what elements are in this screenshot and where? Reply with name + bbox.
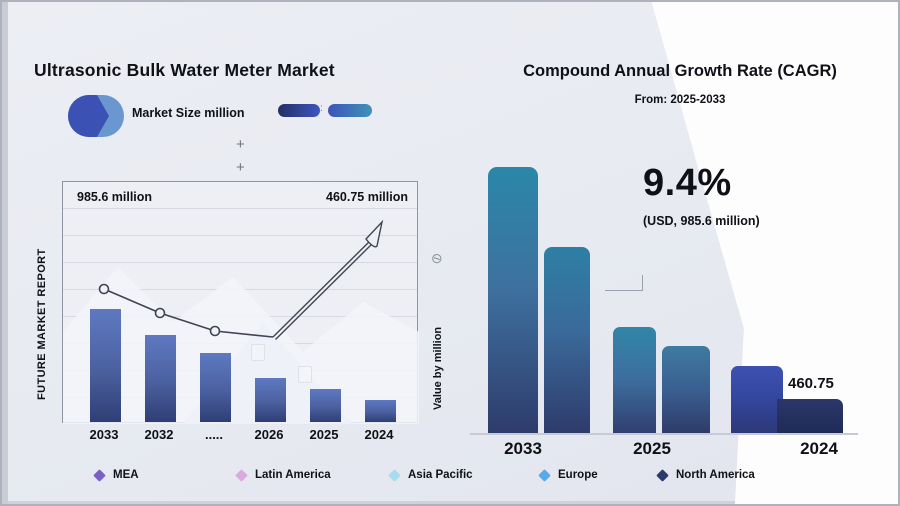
left-chart-panel: 985.6 million 460.75 million xyxy=(62,181,419,424)
legend-label: Latin America xyxy=(255,469,331,481)
annotation-2024-value: 460.75 xyxy=(788,375,834,392)
x-label: 2025 xyxy=(309,427,339,442)
watermark-doc-icon xyxy=(298,366,312,383)
legend-label: MEA xyxy=(113,469,139,481)
right-x-axis xyxy=(470,433,858,435)
legend-item-europe: Europe xyxy=(538,468,598,482)
x-label: 2032 xyxy=(144,427,174,442)
x-label: ..... xyxy=(204,427,224,442)
x-label: 2025 xyxy=(633,439,671,458)
bar xyxy=(90,309,121,422)
x-label: 2024 xyxy=(800,439,838,458)
future-market-report-watermark: FUTURE MARKET REPORT xyxy=(36,248,48,400)
cagr-note: (USD, 985.6 million) xyxy=(643,214,760,228)
x-label: 2033 xyxy=(504,439,542,458)
legend-diamond-icon xyxy=(538,468,551,482)
y-axis-label: Value by million xyxy=(432,326,444,410)
bar xyxy=(731,366,783,434)
annotation-end-value: 460.75 million xyxy=(326,190,408,204)
right-chart-subtitle: From: 2025-2033 xyxy=(634,94,726,106)
minus-circle-icon: ⊖ xyxy=(428,248,446,268)
bar xyxy=(310,389,341,422)
plus-mark-icon: + xyxy=(236,159,245,176)
bar xyxy=(544,247,590,434)
left-chart-title: Ultrasonic Bulk Water Meter Market xyxy=(34,60,335,80)
cagr-value: 9.4% xyxy=(643,162,732,204)
watermark-doc-icon xyxy=(251,344,265,361)
legend-item-asia-pacific: Asia Pacific xyxy=(388,468,473,482)
ratio-pill-left xyxy=(278,104,320,117)
annotation-start-value: 985.6 million xyxy=(77,190,153,204)
bar xyxy=(145,335,176,422)
legend-diamond-icon xyxy=(388,468,401,482)
plus-mark-icon: + xyxy=(236,136,245,153)
decorative-step-line xyxy=(605,275,643,291)
legend-diamond-icon xyxy=(235,468,248,482)
ratio-separator: : xyxy=(320,103,323,114)
bar xyxy=(613,327,656,434)
bar xyxy=(365,400,396,422)
x-label: 2033 xyxy=(89,427,119,442)
bar xyxy=(777,399,843,434)
ratio-pill-right xyxy=(328,104,372,117)
x-label: 2026 xyxy=(254,427,284,442)
legend-label: Asia Pacific xyxy=(408,469,473,481)
x-label: 2024 xyxy=(364,427,394,442)
bar xyxy=(255,378,286,422)
trend-line-arrow xyxy=(98,219,384,340)
legend-diamond-icon xyxy=(93,468,106,482)
right-chart-title: Compound Annual Growth Rate (CAGR) xyxy=(523,62,837,80)
legend-label: Europe xyxy=(558,469,598,481)
legend-label: North America xyxy=(676,469,755,481)
legend-item-mea: MEA xyxy=(93,468,139,482)
legend-item-latin-america: Latin America xyxy=(235,468,331,482)
bar xyxy=(488,167,538,434)
bar xyxy=(200,353,231,422)
legend-diamond-icon xyxy=(656,468,669,482)
legend-item-north-america: North America xyxy=(656,468,755,482)
market-size-label: Market Size million xyxy=(132,106,245,120)
bar xyxy=(662,346,710,434)
water-meter-icon xyxy=(68,95,124,142)
